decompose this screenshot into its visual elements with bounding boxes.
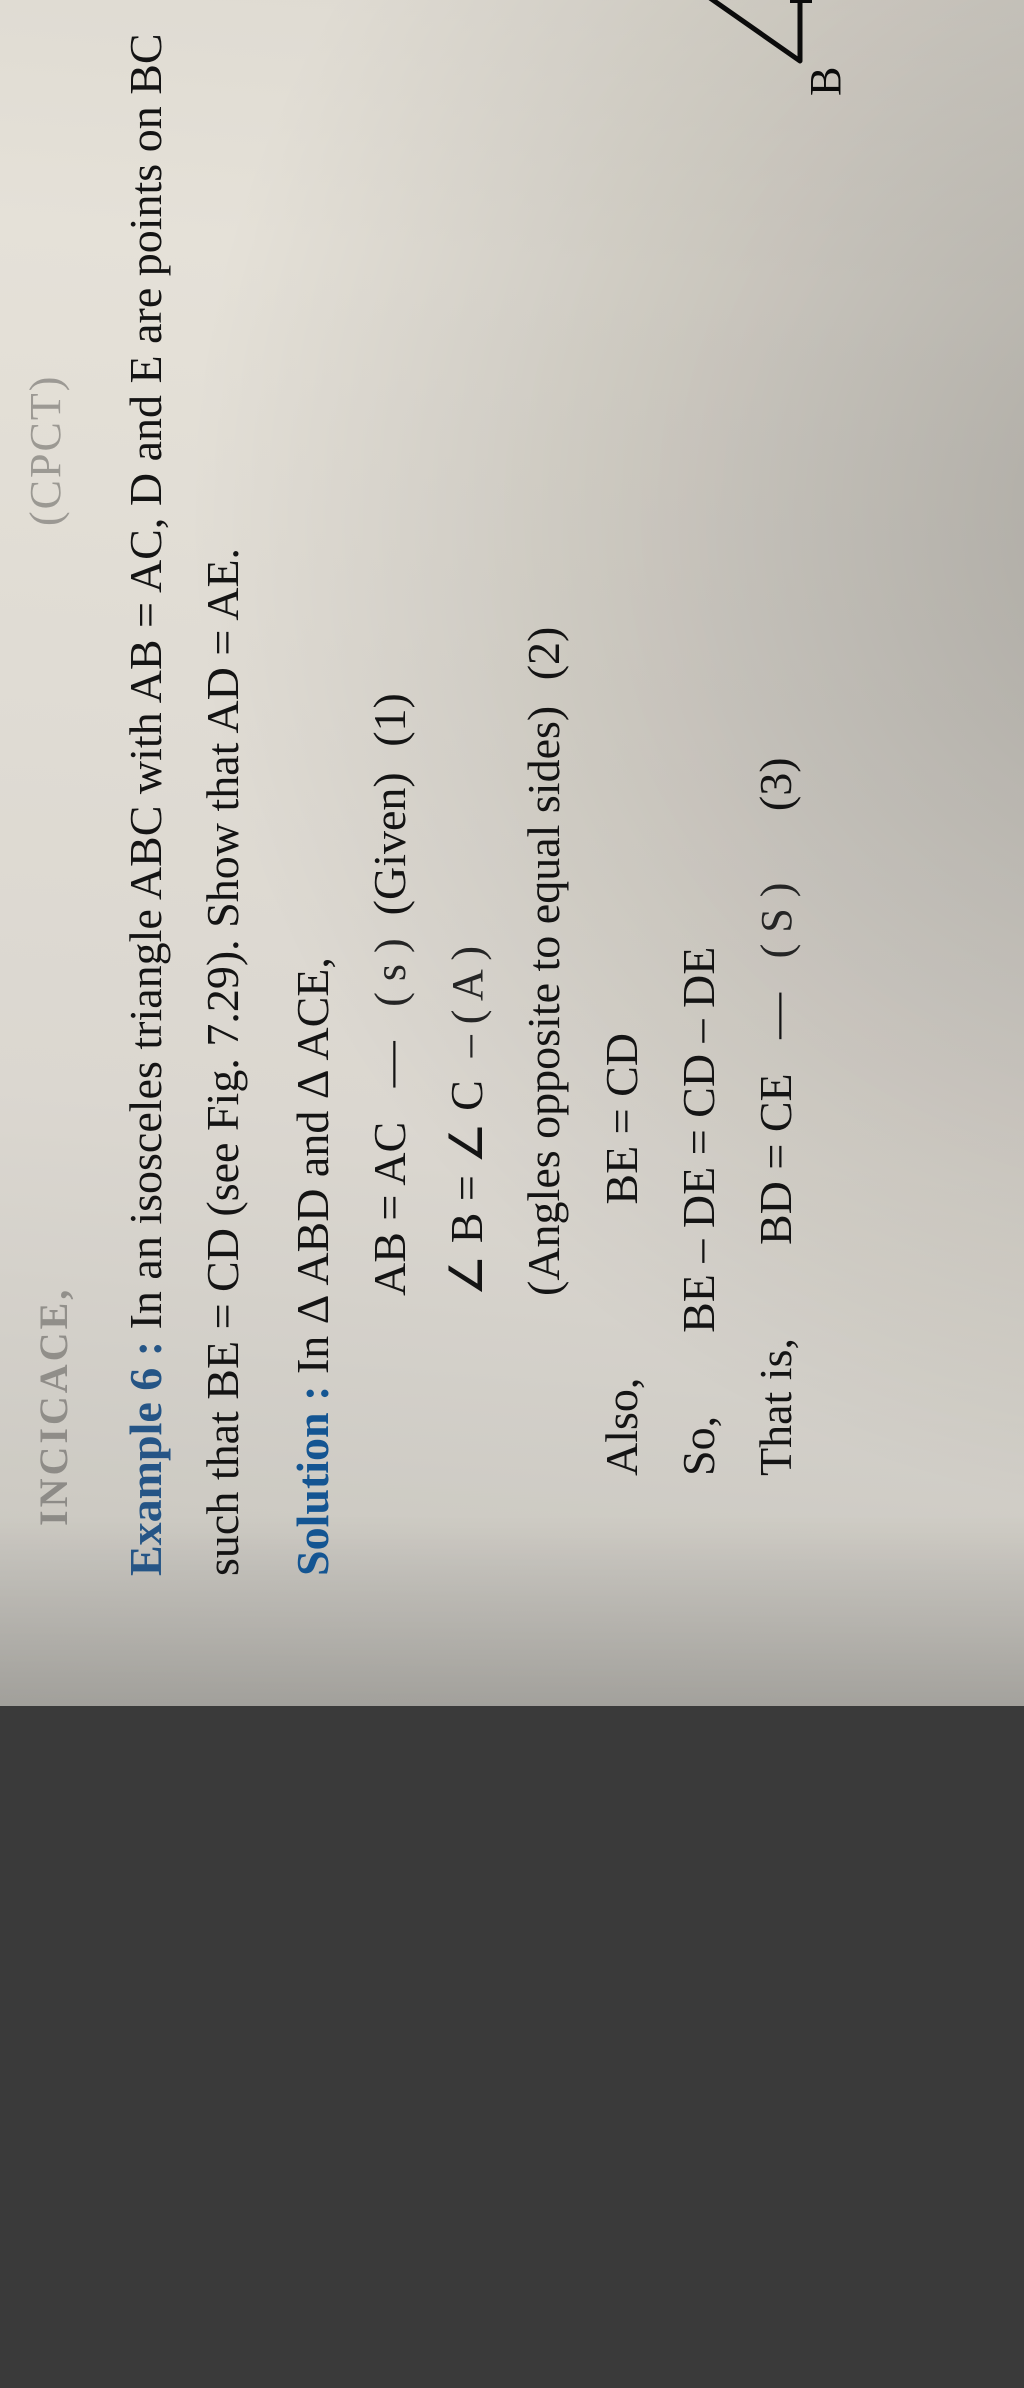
- step-5-eq: BE – DE = CD – DE: [673, 947, 724, 1333]
- step-2-eq: ∠ B = ∠ C: [441, 1080, 492, 1296]
- step-2-handwriting: – ( A ): [443, 946, 492, 1057]
- label-b: B: [801, 67, 850, 96]
- also-label: Also,: [596, 1378, 647, 1476]
- step-3: (Angles opposite to equal sides) (2): [508, 156, 579, 1576]
- example-label: Example 6 :: [120, 1341, 171, 1576]
- step-6-num: (3): [740, 757, 811, 811]
- solution-intro: Solution : In Δ ABD and Δ ACE,: [277, 156, 348, 1576]
- step-6-handwriting: ( S ): [752, 883, 801, 959]
- solution-intro-text: In Δ ABD and Δ ACE,: [287, 957, 338, 1385]
- thatis-label: That is,: [750, 1338, 801, 1476]
- tick-bd: [790, 0, 812, 1]
- triangle-diagram: A B C D E: [360, 0, 860, 106]
- figure-7-29: A B C D E Fig. 7.29: [360, 0, 880, 106]
- solution-label: Solution :: [287, 1386, 338, 1576]
- content-block: Example 6 : In an isosceles triangle ABC…: [110, 156, 818, 1576]
- step-thatis: That is, BD = CE — ( S ) (3): [740, 156, 811, 1576]
- step-1: AB = AC — ( s ) (Given) (1): [354, 156, 425, 1576]
- step-1-handwriting: ( s ): [366, 938, 415, 1006]
- step-4-eq: BE = CD: [596, 1033, 647, 1205]
- step-1-num: (1): [354, 693, 425, 747]
- textbook-page: INCICACE, (CPCT) Example 6 : In an isosc…: [0, 0, 1024, 1706]
- step-1-reason: (Given): [364, 772, 415, 915]
- step-3-reason: (Angles opposite to equal sides): [518, 706, 569, 1296]
- step-1-eq: AB = AC: [364, 1122, 415, 1296]
- faint-header-left: INCICACE,: [30, 1287, 77, 1526]
- triangle-abc: [400, 0, 800, 61]
- step-6-eq: BD = CE: [750, 1073, 801, 1245]
- example-statement-1: In an isosceles triangle ABC with AB = A…: [120, 33, 171, 1340]
- faint-header-right: (CPCT): [20, 375, 71, 526]
- example-line-1: Example 6 : In an isosceles triangle ABC…: [110, 156, 181, 1576]
- example-line-2: such that BE = CD (see Fig. 7.29). Show …: [187, 156, 258, 1576]
- step-2: ∠ B = ∠ C – ( A ): [431, 156, 502, 1576]
- so-label: So,: [673, 1416, 724, 1476]
- step-so: So, BE – DE = CD – DE: [663, 156, 734, 1576]
- step-also: Also, BE = CD: [586, 156, 657, 1576]
- step-3-num: (2): [508, 627, 579, 681]
